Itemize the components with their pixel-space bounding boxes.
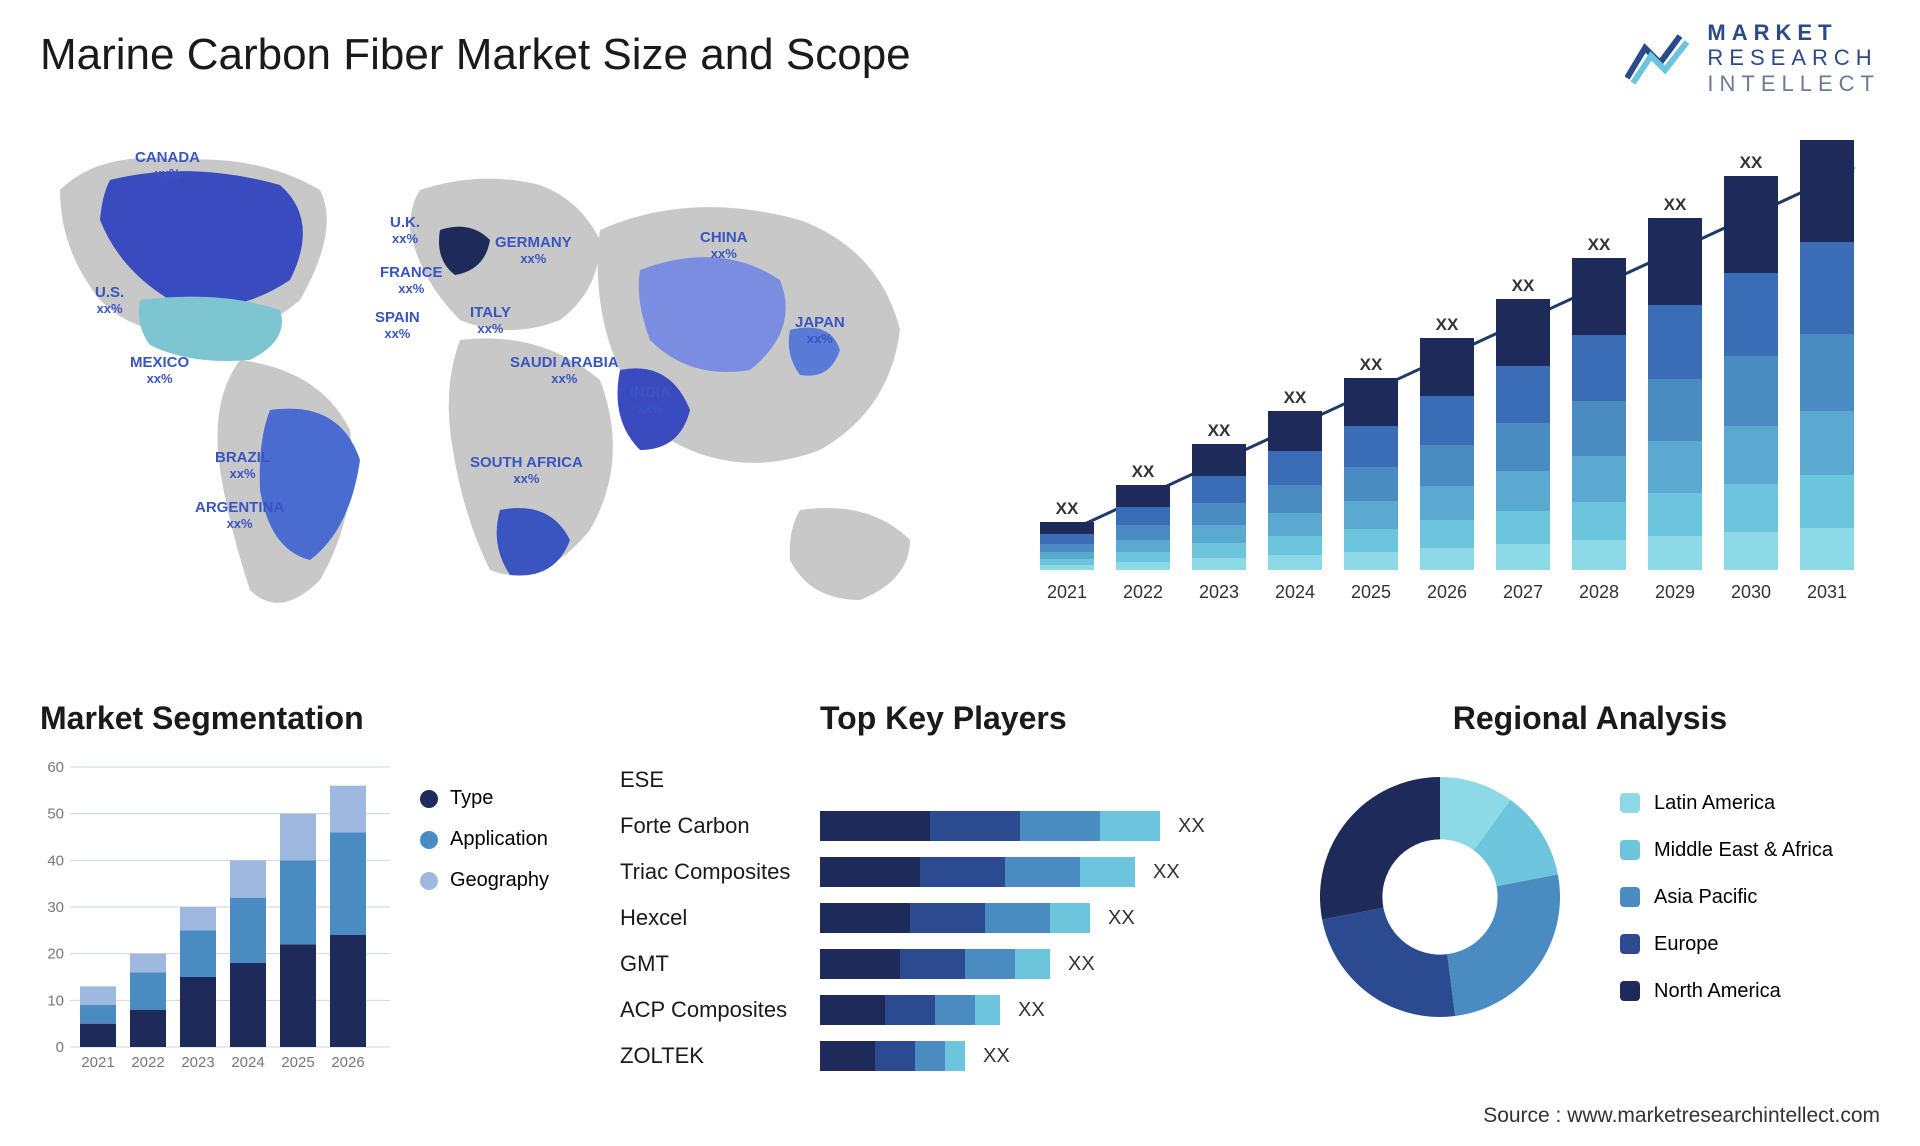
svg-text:0: 0 [56,1039,64,1056]
svg-text:20: 20 [47,946,64,963]
svg-text:2025: 2025 [281,1054,314,1071]
map-label: INDIAxx% [630,385,671,416]
logo-line1: MARKET [1707,20,1880,45]
svg-text:30: 30 [47,899,64,916]
brand-logo: MARKET RESEARCH INTELLECT [1625,20,1880,96]
svg-text:XX: XX [1360,355,1383,374]
legend-item: Middle East & Africa [1620,839,1833,862]
player-value: XX [1008,999,1045,1022]
map-label: SPAINxx% [375,310,420,341]
svg-text:2031: 2031 [1807,582,1847,602]
legend-item: Type [420,787,549,810]
player-value: XX [1168,815,1205,838]
regional-title: Regional Analysis [1300,700,1880,737]
svg-text:40: 40 [47,852,64,869]
legend-item: Asia Pacific [1620,886,1833,909]
svg-text:2024: 2024 [231,1054,264,1071]
player-row: Hexcel XX [620,895,1260,941]
player-label: ACP Composites [620,997,820,1023]
svg-text:XX: XX [1208,421,1231,440]
players-panel: Top Key Players ESEForte CarbonXXTriac C… [620,700,1260,1079]
svg-text:50: 50 [47,806,64,823]
svg-text:2026: 2026 [331,1054,364,1071]
players-title: Top Key Players [820,700,1260,737]
svg-text:2030: 2030 [1731,582,1771,602]
svg-text:2021: 2021 [81,1054,114,1071]
segmentation-title: Market Segmentation [40,700,600,737]
map-label: CHINAxx% [700,230,748,261]
svg-text:2022: 2022 [1123,582,1163,602]
regional-panel: Regional Analysis Latin America Middle Ea… [1300,700,1880,1037]
player-label: ZOLTEK [620,1043,820,1069]
player-row: ESE [620,757,1260,803]
regional-legend: Latin America Middle East & Africa Asia Pa… [1620,792,1833,1003]
svg-text:2024: 2024 [1275,582,1315,602]
player-label: Triac Composites [620,859,820,885]
player-row: GMT XX [620,941,1260,987]
svg-text:2026: 2026 [1427,582,1467,602]
map-label: ITALYxx% [470,305,511,336]
player-row: ACP Composites XX [620,987,1260,1033]
svg-text:XX: XX [1284,388,1307,407]
segmentation-legend: Type Application Geography [420,757,549,1087]
map-label: MEXICOxx% [130,355,189,386]
player-value: XX [1058,953,1095,976]
svg-text:XX: XX [1588,235,1611,254]
growth-chart-svg: XX 2021 XX 2022 XX 2023 XX 2024 XX 2025 XX 2026 XX 20… [1020,140,1870,630]
map-label: JAPANxx% [795,315,845,346]
page-title: Marine Carbon Fiber Market Size and Scop… [40,30,911,80]
logo-line2: RESEARCH [1707,45,1880,70]
map-label: CANADAxx% [135,150,200,181]
segmentation-chart: 0 10 20 30 40 50 60 2021 2022 2023 2024 2025 2026 [40,757,390,1087]
svg-text:2022: 2022 [131,1054,164,1071]
player-row: ZOLTEK XX [620,1033,1260,1079]
legend-item: Europe [1620,933,1833,956]
player-value: XX [1143,861,1180,884]
segmentation-panel: Market Segmentation 0 10 20 30 40 50 60 2021 202… [40,700,600,1087]
player-label: Hexcel [620,905,820,931]
map-svg [40,130,940,650]
map-label: U.K.xx% [390,215,420,246]
logo-icon [1625,28,1695,88]
logo-line3: INTELLECT [1707,71,1880,96]
svg-text:60: 60 [47,759,64,776]
players-list: ESEForte CarbonXXTriac CompositesXXHexce… [620,757,1260,1079]
legend-item: North America [1620,980,1833,1003]
map-label: ARGENTINAxx% [195,500,284,531]
svg-text:XX: XX [1740,153,1763,172]
world-map: CANADAxx% U.S.xx% MEXICOxx% BRAZILxx% ARGENT… [40,130,940,650]
svg-text:10: 10 [47,992,64,1009]
svg-text:XX: XX [1512,276,1535,295]
player-row: Triac Composites XX [620,849,1260,895]
player-label: GMT [620,951,820,977]
player-label: Forte Carbon [620,813,820,839]
player-value: XX [1098,907,1135,930]
map-label: SOUTH AFRICAxx% [470,455,583,486]
legend-item: Latin America [1620,792,1833,815]
svg-text:2029: 2029 [1655,582,1695,602]
player-value: XX [973,1045,1010,1068]
source-attribution: Source : www.marketresearchintellect.com [1483,1104,1880,1128]
growth-chart: XX 2021 XX 2022 XX 2023 XX 2024 XX 2025 XX 2026 XX 20… [1020,140,1870,630]
svg-text:2025: 2025 [1351,582,1391,602]
map-label: SAUDI ARABIAxx% [510,355,619,386]
legend-item: Application [420,828,549,851]
map-label: BRAZILxx% [215,450,270,481]
svg-text:XX: XX [1056,499,1079,518]
map-label: FRANCExx% [380,265,443,296]
legend-item: Geography [420,869,549,892]
map-label: U.S.xx% [95,285,124,316]
map-label: GERMANYxx% [495,235,572,266]
player-row: Forte Carbon XX [620,803,1260,849]
svg-text:XX: XX [1436,315,1459,334]
svg-text:XX: XX [1664,195,1687,214]
svg-text:2028: 2028 [1579,582,1619,602]
svg-text:2023: 2023 [181,1054,214,1071]
svg-text:XX: XX [1132,462,1155,481]
regional-donut [1300,757,1580,1037]
svg-text:2023: 2023 [1199,582,1239,602]
svg-text:2027: 2027 [1503,582,1543,602]
player-label: ESE [620,767,820,793]
svg-text:2021: 2021 [1047,582,1087,602]
